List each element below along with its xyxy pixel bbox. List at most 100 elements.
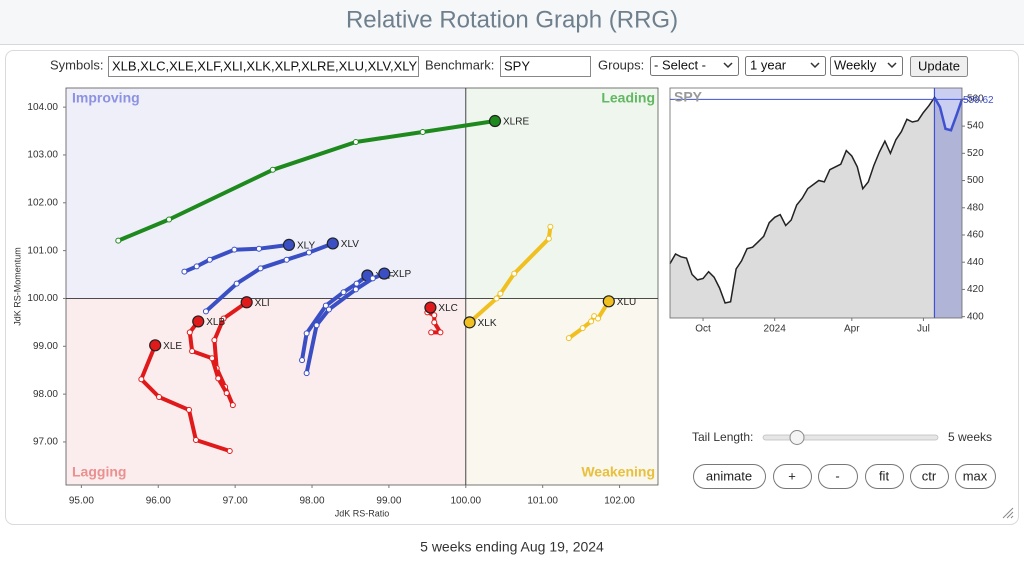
head-point <box>149 339 162 352</box>
symbol-label: XLK <box>478 318 497 329</box>
tail-point <box>431 312 438 319</box>
tail-point <box>220 315 227 322</box>
y-tick-label: 520 <box>967 148 984 159</box>
tail-point <box>231 246 238 253</box>
quadrant-label: Leading <box>601 90 655 106</box>
tail-point <box>419 129 426 136</box>
tail-point <box>325 306 332 313</box>
mini-plot-frame <box>669 87 963 319</box>
update-label[interactable]: Update <box>918 58 960 73</box>
control-button[interactable] <box>910 464 949 489</box>
groups-select[interactable] <box>650 56 739 76</box>
y-tick-label: 104.00 <box>27 102 58 113</box>
tail-point <box>283 256 290 263</box>
y-tick-label: 102.00 <box>27 197 58 208</box>
y-tick-label: 98.00 <box>33 389 58 400</box>
y-tick-label: 99.00 <box>33 341 58 352</box>
x-tick-label: 102.00 <box>604 496 635 507</box>
price-line <box>669 96 963 304</box>
period-value[interactable]: 1 year <box>750 57 787 72</box>
benchmark-label: Benchmark: <box>425 57 494 72</box>
y-tick-label: 420 <box>967 284 984 295</box>
y-tick-label: 500 <box>967 175 984 186</box>
tail-point <box>115 237 122 244</box>
tail-point <box>305 249 312 256</box>
x-tick-label: 98.00 <box>300 496 325 507</box>
mini-chart-title: SPY <box>674 89 703 105</box>
control-button[interactable] <box>773 464 812 489</box>
tail-point <box>547 223 554 230</box>
symbol-label: XLP <box>392 269 411 280</box>
interval-select[interactable] <box>830 56 903 76</box>
input-box[interactable] <box>108 56 419 77</box>
control-button-label[interactable]: fit <box>879 468 890 483</box>
tail-line <box>203 241 335 314</box>
period-select[interactable] <box>745 56 826 76</box>
groups-value[interactable]: - Select - <box>654 57 706 72</box>
tail-price-line <box>933 96 964 132</box>
control-button-label[interactable]: - <box>835 468 839 483</box>
update-button[interactable] <box>910 56 968 77</box>
control-button-label[interactable]: max <box>963 468 988 483</box>
tail-point <box>229 402 236 409</box>
control-button[interactable] <box>955 464 996 489</box>
tail-point <box>353 280 360 287</box>
tail-point <box>189 348 196 355</box>
tail-point <box>186 329 193 336</box>
y-tick-label: 560 <box>967 94 984 105</box>
interval-value[interactable]: Weekly <box>834 57 877 72</box>
symbol-label: XLB <box>206 317 225 328</box>
control-button-label[interactable]: ctr <box>922 468 937 483</box>
head-point <box>463 316 476 329</box>
benchmark-value[interactable]: SPY <box>504 58 530 73</box>
symbols-value[interactable]: XLB,XLC,XLE,XLF,XLI,XLK,XLP,XLRE,XLU,XLV… <box>112 58 418 73</box>
tail-point <box>322 302 329 309</box>
symbol-label: XLY <box>297 241 315 252</box>
head-point <box>326 237 339 250</box>
tail-point <box>223 390 230 397</box>
control-button[interactable] <box>818 464 858 489</box>
symbol-label: XLV <box>341 239 359 250</box>
y-tick-label: 97.00 <box>33 437 58 448</box>
select-arrow <box>810 62 820 69</box>
tail-length-label: Tail Length: <box>692 430 753 444</box>
tail-point <box>588 318 595 325</box>
quadrant <box>465 298 658 485</box>
symbols-label: Symbols: <box>50 57 103 72</box>
tail-point <box>156 393 163 400</box>
groups-label: Groups: <box>598 57 644 72</box>
grip-lines <box>1002 507 1014 519</box>
tail-point <box>209 355 216 362</box>
tail-point <box>226 448 233 455</box>
x-tick-label: 95.00 <box>69 496 94 507</box>
head-point <box>282 238 296 251</box>
tail-point <box>428 329 435 336</box>
plot-frame <box>65 87 659 486</box>
head-point <box>424 301 437 314</box>
benchmark-input[interactable] <box>500 56 591 77</box>
control-button[interactable] <box>693 464 766 489</box>
symbols-input[interactable]: XLB,XLC,XLE,XLF,XLI,XLK,XLP,XLRE,XLU,XLV… <box>108 56 419 77</box>
quadrant-label: Improving <box>72 90 140 106</box>
y-tick-label: 440 <box>967 257 984 268</box>
control-button[interactable] <box>865 464 904 489</box>
tail-point <box>181 268 188 275</box>
y-tick-label: 101.00 <box>27 245 58 256</box>
tail-point <box>340 289 347 296</box>
slider-thumb[interactable] <box>789 430 805 445</box>
symbol-label: XLC <box>438 303 457 314</box>
tail-point <box>233 280 240 287</box>
x-tick-label: 101.00 <box>527 496 558 507</box>
tail-point <box>579 325 586 332</box>
y-axis-label: JdK RS-Momentum <box>12 247 22 326</box>
control-button-label[interactable]: animate <box>706 468 752 483</box>
tail-point <box>511 270 518 277</box>
quadrant-label: Weakening <box>581 464 655 480</box>
tail-point <box>369 275 376 282</box>
footer: 5 weeks ending Aug 19, 2024 <box>420 539 604 555</box>
tail-point <box>206 256 213 263</box>
tail-point <box>211 337 218 344</box>
slider-track[interactable] <box>762 434 939 441</box>
control-button-label[interactable]: + <box>788 468 796 483</box>
